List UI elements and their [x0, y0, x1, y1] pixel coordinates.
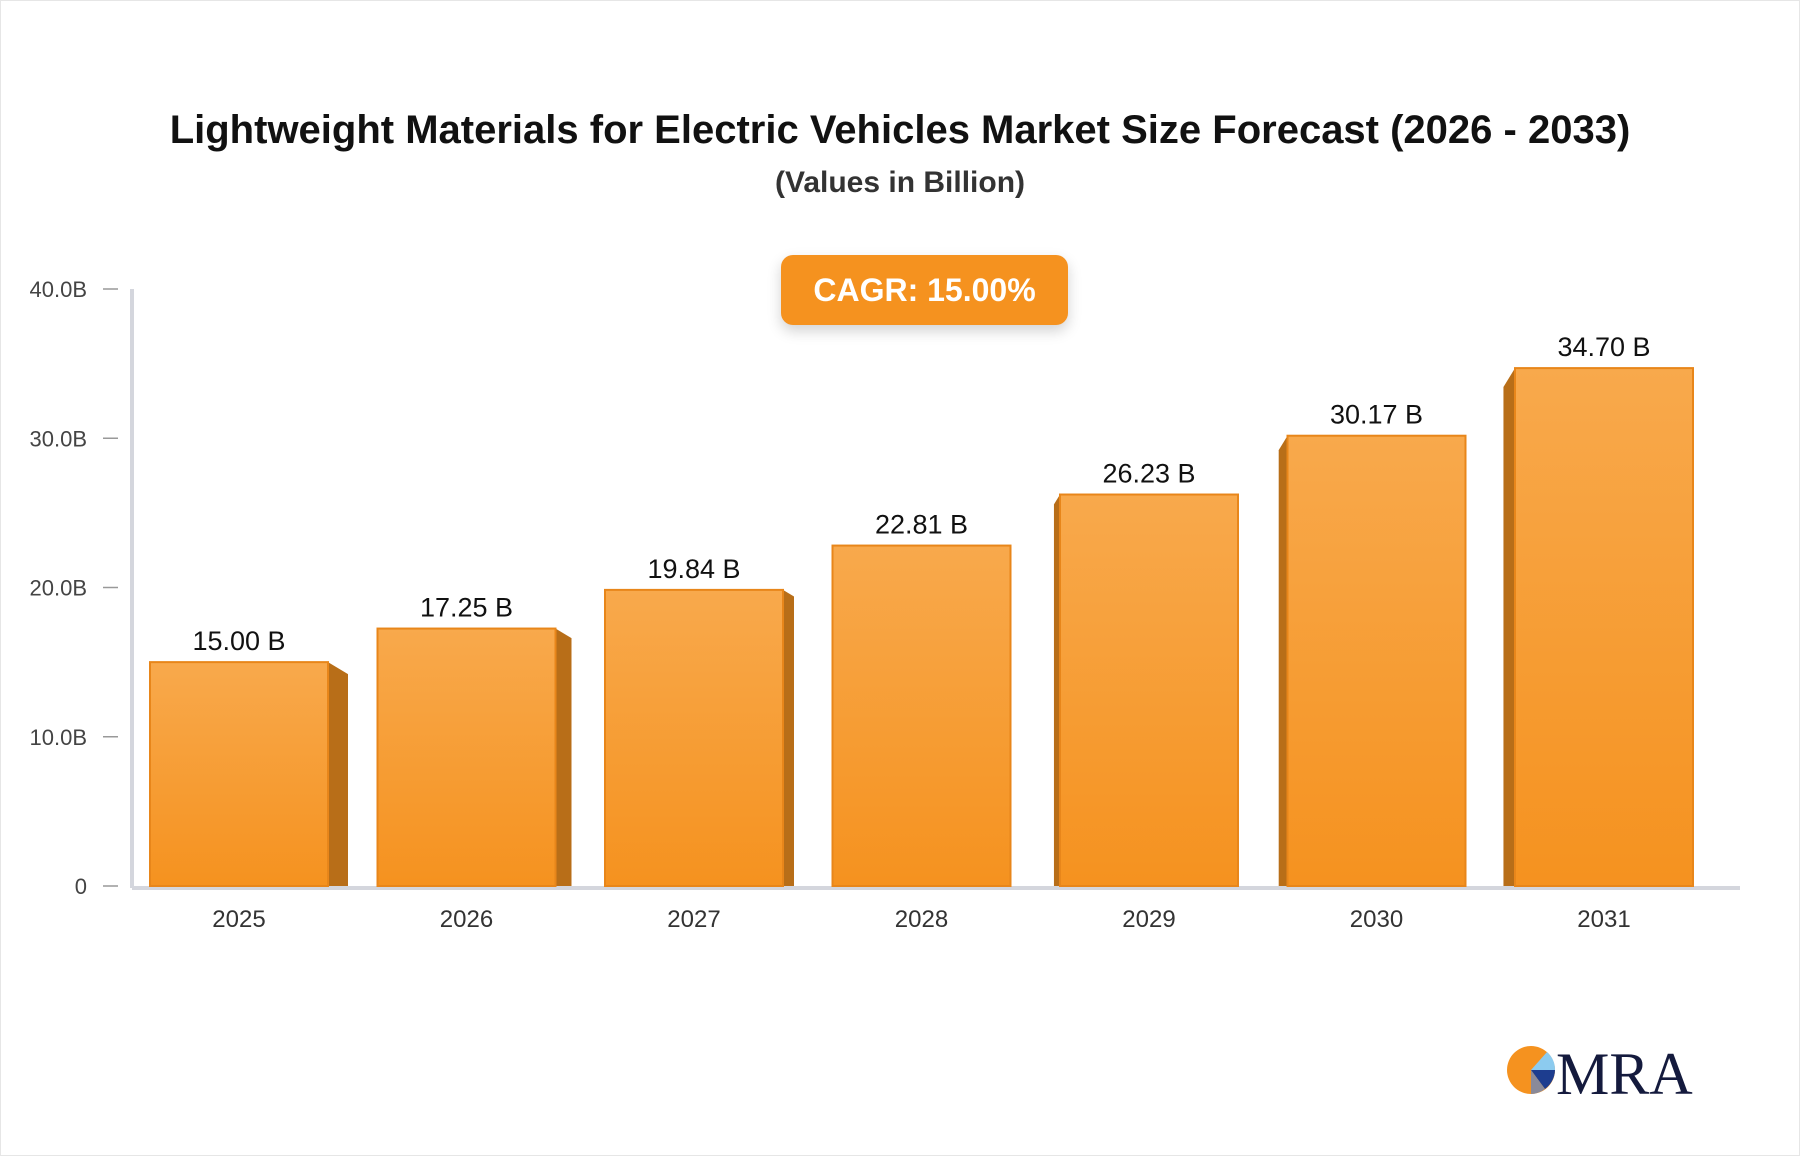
data-label: 17.25 B — [420, 593, 513, 623]
data-label: 30.17 B — [1330, 400, 1423, 430]
bar-2026 — [376, 627, 557, 887]
y-tick-label: 30.0B — [30, 426, 88, 451]
bar-side — [1053, 494, 1060, 886]
data-label: 26.23 B — [1102, 459, 1195, 489]
bar-2027 — [604, 588, 784, 887]
x-tick-label: 2026 — [440, 906, 493, 933]
bar-2028 — [831, 544, 1012, 887]
data-label: 19.84 B — [647, 554, 740, 584]
cagr-badge: CAGR: 15.00% — [781, 255, 1068, 325]
bar-side — [783, 589, 794, 886]
x-tick-label: 2027 — [667, 906, 720, 933]
y-tick-label: 10.0B — [30, 725, 88, 750]
x-tick-label: 2031 — [1577, 906, 1630, 933]
x-tick-label: 2029 — [1122, 906, 1175, 933]
mra-logo: MRA — [1504, 1040, 1704, 1100]
bar-side — [1503, 368, 1515, 886]
data-label: 34.70 B — [1557, 332, 1650, 362]
bar-side — [555, 628, 572, 886]
bar-2029 — [1059, 493, 1239, 887]
bar-side — [328, 662, 348, 886]
x-tick-label: 2028 — [895, 906, 948, 933]
bar-2025 — [149, 661, 329, 887]
y-tick-label: 40.0B — [30, 277, 88, 302]
y-tick-label: 20.0B — [30, 576, 88, 601]
data-label: 15.00 B — [192, 626, 285, 656]
y-tick-label: 0 — [75, 874, 87, 899]
bar-2031 — [1514, 367, 1694, 888]
chart-title: Lightweight Materials for Electric Vehic… — [169, 108, 1631, 152]
x-tick-label: 2025 — [212, 906, 265, 933]
data-label: 22.81 B — [875, 510, 968, 540]
logo-text: MRA — [1556, 1041, 1693, 1100]
chart-subtitle: (Values in Billion) — [774, 166, 1026, 199]
bar-side — [1278, 435, 1288, 886]
x-tick-label: 2030 — [1350, 906, 1403, 933]
bar-2030 — [1286, 434, 1467, 887]
logo-pie-icon: MRA — [1507, 1041, 1693, 1100]
